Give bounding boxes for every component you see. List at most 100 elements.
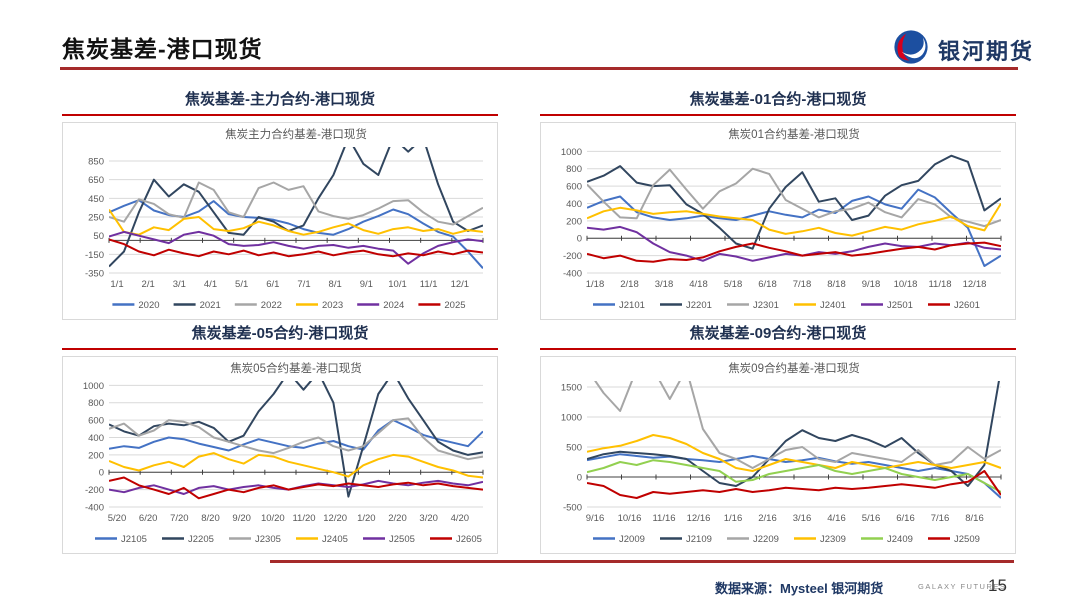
svg-text:5/20: 5/20	[108, 513, 127, 524]
svg-text:10/16: 10/16	[618, 513, 642, 524]
svg-text:-200: -200	[563, 251, 582, 262]
svg-text:2/18: 2/18	[620, 279, 639, 290]
footer-rule	[270, 560, 1014, 563]
svg-text:J2009: J2009	[619, 534, 645, 545]
svg-text:11/1: 11/1	[420, 279, 438, 290]
svg-text:J2105: J2105	[121, 534, 147, 545]
svg-text:4/16: 4/16	[827, 513, 846, 524]
page-title: 焦炭基差-港口现货	[62, 36, 263, 62]
svg-text:J2201: J2201	[686, 300, 712, 311]
svg-text:J2405: J2405	[322, 534, 348, 545]
svg-text:600: 600	[88, 416, 104, 427]
svg-text:200: 200	[88, 450, 104, 461]
svg-text:5/1: 5/1	[235, 279, 248, 290]
svg-text:1000: 1000	[83, 381, 104, 392]
svg-text:J2505: J2505	[389, 534, 415, 545]
svg-text:2020: 2020	[138, 300, 159, 311]
svg-text:J2301: J2301	[753, 300, 779, 311]
page-number: 15	[988, 576, 1007, 595]
svg-text:J2605: J2605	[456, 534, 482, 545]
logo-text: 银河期货	[937, 38, 1034, 64]
svg-text:11/18: 11/18	[928, 279, 951, 290]
title-underline	[60, 67, 1018, 70]
svg-text:J2101: J2101	[619, 300, 645, 311]
svg-text:450: 450	[88, 194, 104, 205]
svg-text:J2509: J2509	[954, 534, 980, 545]
panel-05-contract: 焦炭基差-05合约-港口现货 焦炭05合约基差-港口现货 1000 800 600 40…	[62, 322, 498, 554]
svg-text:50: 50	[93, 231, 104, 242]
svg-text:J2409: J2409	[887, 534, 913, 545]
svg-text:7/1: 7/1	[297, 279, 310, 290]
svg-text:2/16: 2/16	[758, 513, 777, 524]
panel-title: 焦炭基差-05合约-港口现货	[62, 322, 498, 350]
chart-canvas: 焦炭09合约基差-港口现货 1500 1000 500 0 -500 9/16 10/16 11…	[540, 356, 1016, 554]
svg-text:1000: 1000	[561, 413, 582, 424]
svg-text:9/18: 9/18	[862, 279, 881, 290]
chart-canvas: 焦炭01合约基差-港口现货 1000 800 600 400 200 0 -200 -400 1/…	[540, 122, 1016, 320]
svg-text:J2401: J2401	[820, 300, 846, 311]
panel-title: 焦炭基差-01合约-港口现货	[540, 88, 1016, 116]
svg-text:250: 250	[88, 213, 104, 224]
svg-text:J2305: J2305	[255, 534, 281, 545]
svg-text:2025: 2025	[444, 300, 465, 311]
svg-text:1500: 1500	[561, 383, 582, 394]
svg-text:3/16: 3/16	[793, 513, 812, 524]
svg-text:5/16: 5/16	[862, 513, 881, 524]
svg-text:1000: 1000	[561, 147, 582, 158]
svg-text:-200: -200	[85, 485, 104, 496]
panel-title: 焦炭基差-主力合约-港口现货	[62, 88, 498, 116]
svg-text:2024: 2024	[383, 300, 404, 311]
footer: 数据来源：Mysteel 银河期货 GALAXY FUTURES 15	[0, 576, 1080, 600]
svg-text:焦炭主力合约基差-港口现货: 焦炭主力合约基差-港口现货	[225, 127, 367, 141]
svg-text:400: 400	[566, 199, 582, 210]
chart-svg: 焦炭05合约基差-港口现货 1000 800 600 400 200 0 -200 -400 5/…	[83, 361, 484, 545]
galaxy-logo-icon	[892, 28, 930, 71]
svg-text:3/18: 3/18	[655, 279, 674, 290]
svg-text:-350: -350	[85, 269, 104, 280]
galaxy-futures-logo: 银河期货	[892, 28, 1034, 71]
svg-text:4/1: 4/1	[204, 279, 217, 290]
svg-text:6/1: 6/1	[266, 279, 279, 290]
svg-text:2021: 2021	[200, 300, 221, 311]
svg-text:2/20: 2/20	[388, 513, 407, 524]
data-source-label: 数据来源：Mysteel 银河期货	[715, 581, 884, 596]
chart-canvas: 焦炭主力合约基差-港口现货 850 650 450 250 50 -150 -350 1/1 2/…	[62, 122, 498, 320]
chart-svg: 焦炭主力合约基差-港口现货 850 650 450 250 50 -150 -350 1/1 2/…	[85, 127, 484, 311]
svg-text:2023: 2023	[322, 300, 343, 311]
svg-text:5/18: 5/18	[724, 279, 743, 290]
svg-text:2/1: 2/1	[142, 279, 155, 290]
svg-text:7/18: 7/18	[793, 279, 812, 290]
svg-text:500: 500	[566, 443, 582, 454]
svg-text:4/20: 4/20	[451, 513, 470, 524]
svg-text:12/16: 12/16	[687, 513, 711, 524]
svg-text:9/1: 9/1	[360, 279, 373, 290]
svg-text:0: 0	[99, 468, 104, 479]
chart-svg: 焦炭09合约基差-港口现货 1500 1000 500 0 -500 9/16 10/16 11…	[561, 361, 1002, 545]
svg-text:焦炭09合约基差-港口现货: 焦炭09合约基差-港口现货	[728, 361, 860, 375]
svg-text:8/1: 8/1	[329, 279, 342, 290]
svg-text:7/20: 7/20	[170, 513, 189, 524]
chart-canvas: 焦炭05合约基差-港口现货 1000 800 600 400 200 0 -200 -400 5/…	[62, 356, 498, 554]
svg-text:2022: 2022	[261, 300, 282, 311]
svg-text:9/20: 9/20	[232, 513, 251, 524]
svg-text:1/18: 1/18	[586, 279, 605, 290]
panel-main-contract: 焦炭基差-主力合约-港口现货 焦炭主力合约基差-港口现货 850 650 450 250…	[62, 88, 498, 320]
svg-text:J2501: J2501	[887, 300, 913, 311]
svg-text:J2309: J2309	[820, 534, 846, 545]
svg-text:7/16: 7/16	[931, 513, 950, 524]
svg-text:6/18: 6/18	[758, 279, 777, 290]
svg-text:200: 200	[566, 216, 582, 227]
svg-text:600: 600	[566, 182, 582, 193]
svg-text:10/18: 10/18	[894, 279, 918, 290]
svg-text:0: 0	[577, 473, 582, 484]
svg-text:800: 800	[88, 398, 104, 409]
svg-text:焦炭05合约基差-港口现货: 焦炭05合约基差-港口现货	[230, 361, 362, 375]
svg-text:1/20: 1/20	[357, 513, 376, 524]
svg-text:8/16: 8/16	[965, 513, 984, 524]
svg-text:J2109: J2109	[686, 534, 712, 545]
svg-text:850: 850	[88, 157, 104, 168]
svg-text:10/1: 10/1	[388, 279, 407, 290]
svg-text:8/20: 8/20	[201, 513, 220, 524]
svg-text:800: 800	[566, 164, 582, 175]
svg-text:11/16: 11/16	[652, 513, 675, 524]
